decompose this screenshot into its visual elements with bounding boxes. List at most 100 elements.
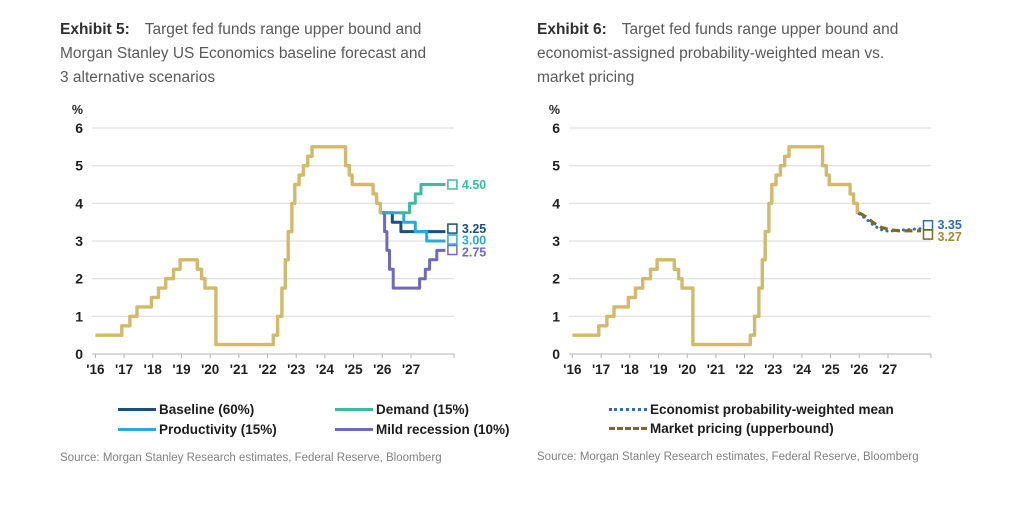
end-label: 3.00 xyxy=(462,233,486,247)
svg-text:'22: '22 xyxy=(258,362,276,377)
end-marker xyxy=(447,222,458,234)
end-marker xyxy=(922,228,934,240)
x-axis-labels: '16 '17 '18 '19 '20 '21 '22 '23 '24 '25 '26 '27 xyxy=(563,362,897,377)
series-demand-15 xyxy=(399,182,446,214)
svg-text:1: 1 xyxy=(75,308,83,324)
svg-text:'25: '25 xyxy=(344,362,363,377)
svg-text:'16: '16 xyxy=(563,362,582,377)
svg-text:'18: '18 xyxy=(621,362,640,377)
exhibit6-panel: Exhibit 6: Target fed funds range upper b… xyxy=(537,18,982,464)
svg-text:'17: '17 xyxy=(592,362,610,377)
svg-text:'24: '24 xyxy=(316,362,335,377)
svg-text:'16: '16 xyxy=(86,362,105,377)
legend-swatch-solid-line xyxy=(335,427,373,431)
svg-text:3: 3 xyxy=(75,233,83,249)
legend-label: Economist probability-weighted mean xyxy=(650,401,894,417)
series-economist-probability-weighted-mean xyxy=(857,211,923,233)
svg-text:6: 6 xyxy=(75,120,83,136)
exhibit5-legend: Baseline (60%) Demand (15%) Productivity (… xyxy=(60,400,510,439)
svg-text:2: 2 xyxy=(552,270,560,286)
svg-text:5: 5 xyxy=(75,157,83,173)
legend-item: Demand (15%) xyxy=(335,400,510,419)
page: Exhibit 5: Target fed funds range upper b… xyxy=(60,18,982,464)
svg-text:'19: '19 xyxy=(649,362,667,377)
series-target-fed-funds-range-upper-bound xyxy=(95,144,383,346)
end-label: 4.50 xyxy=(462,178,486,192)
legend-item: Market pricing (upperbound) xyxy=(609,419,982,438)
svg-text:'26: '26 xyxy=(373,362,392,377)
x-axis xyxy=(569,353,932,358)
series-market-pricing-upperbound xyxy=(858,211,921,232)
legend-label: Productivity (15%) xyxy=(159,421,277,437)
exhibit5-source: Source: Morgan Stanley Research estimate… xyxy=(60,451,442,464)
svg-text:'26: '26 xyxy=(850,362,869,377)
y-axis-unit: % xyxy=(549,103,560,117)
exhibit6-title-text: Target fed funds range upper bound and e… xyxy=(537,21,899,86)
svg-text:'20: '20 xyxy=(201,362,219,377)
legend-item: Mild recession (10%) xyxy=(335,420,510,439)
svg-text:4: 4 xyxy=(552,195,560,211)
exhibit6-chart-area: 0 1 2 3 4 5 6% '16 '17 '18 '19 '20 '21 '22 '23 '24 '25 '2… xyxy=(537,98,982,398)
exhibit5-panel: Exhibit 5: Target fed funds range upper b… xyxy=(60,18,510,464)
legend-label: Market pricing (upperbound) xyxy=(650,420,834,436)
gridlines xyxy=(569,127,931,317)
svg-text:3: 3 xyxy=(552,233,560,249)
legend-item: Productivity (15%) xyxy=(118,420,335,439)
svg-text:'21: '21 xyxy=(230,362,249,377)
end-marker xyxy=(922,219,934,231)
legend-item: Baseline (60%) xyxy=(118,400,335,419)
y-axis-labels: 0 1 2 3 4 5 6 xyxy=(75,120,83,362)
svg-text:'17: '17 xyxy=(115,362,133,377)
x-axis xyxy=(92,353,455,358)
end-marker xyxy=(447,178,458,190)
legend-swatch-solid-line xyxy=(118,407,156,411)
svg-text:1: 1 xyxy=(552,308,560,324)
exhibit6-legend: Economist probability-weighted mean Marke… xyxy=(537,400,982,438)
svg-text:'19: '19 xyxy=(172,362,190,377)
legend-label: Demand (15%) xyxy=(376,401,470,417)
y-axis-unit: % xyxy=(72,103,83,117)
exhibit5-chart-area: 0 1 2 3 4 5 6% '16 '17 '18 '19 '20 '21 '22 '23 '24 '25 '2… xyxy=(60,98,505,398)
svg-text:'27: '27 xyxy=(402,362,420,377)
legend-item: Economist probability-weighted mean xyxy=(609,400,982,419)
legend-swatch-dotted-line xyxy=(609,407,647,411)
legend-swatch-solid-line xyxy=(118,427,156,431)
svg-text:0: 0 xyxy=(552,346,560,362)
end-label: 3.35 xyxy=(938,217,962,231)
exhibit5-title-label: Exhibit 5: xyxy=(60,21,130,38)
exhibit6-source: Source: Morgan Stanley Research estimate… xyxy=(537,450,919,463)
svg-text:2: 2 xyxy=(75,270,83,286)
svg-text:5: 5 xyxy=(552,157,560,173)
svg-text:'21: '21 xyxy=(707,362,726,377)
end-label: 3.27 xyxy=(938,230,962,244)
exhibit5-title-text: Target fed funds range upper bound and M… xyxy=(60,21,427,86)
svg-text:'24: '24 xyxy=(793,362,812,377)
svg-text:'23: '23 xyxy=(287,362,306,377)
end-marker xyxy=(447,244,458,255)
end-label: 2.75 xyxy=(462,245,486,259)
y-axis-labels: 0 1 2 3 4 5 6 xyxy=(552,120,560,362)
end-label: 3.25 xyxy=(462,222,486,236)
legend-label: Baseline (60%) xyxy=(159,401,255,417)
x-axis-labels: '16 '17 '18 '19 '20 '21 '22 '23 '24 '25 '26 '27 xyxy=(86,362,420,377)
series-productivity-15 xyxy=(382,210,446,243)
svg-text:'22: '22 xyxy=(735,362,753,377)
end-marker xyxy=(447,233,458,245)
svg-text:4: 4 xyxy=(75,195,83,211)
svg-text:'25: '25 xyxy=(821,362,840,377)
exhibit5-chart: 0 1 2 3 4 5 6% '16 '17 '18 '19 '20 '21 '22 '23 '24 '25 '2… xyxy=(72,103,486,377)
svg-text:'18: '18 xyxy=(144,362,163,377)
svg-text:'27: '27 xyxy=(879,362,897,377)
legend-swatch-solid-line xyxy=(335,407,373,411)
exhibit6-title: Exhibit 6: Target fed funds range upper b… xyxy=(537,18,982,90)
series-target-fed-funds-range-upper-bound xyxy=(572,144,860,346)
legend-swatch-dashed-line xyxy=(609,426,647,430)
exhibit5-title: Exhibit 5: Target fed funds range upper b… xyxy=(60,18,505,90)
exhibit6-chart: 0 1 2 3 4 5 6% '16 '17 '18 '19 '20 '21 '22 '23 '24 '25 '2… xyxy=(549,103,962,377)
series-mild-recession-10 xyxy=(382,210,446,290)
svg-text:'20: '20 xyxy=(678,362,696,377)
legend-label: Mild recession (10%) xyxy=(376,421,510,437)
exhibit6-title-label: Exhibit 6: xyxy=(537,21,607,38)
svg-text:0: 0 xyxy=(75,346,83,362)
svg-text:6: 6 xyxy=(552,120,560,136)
